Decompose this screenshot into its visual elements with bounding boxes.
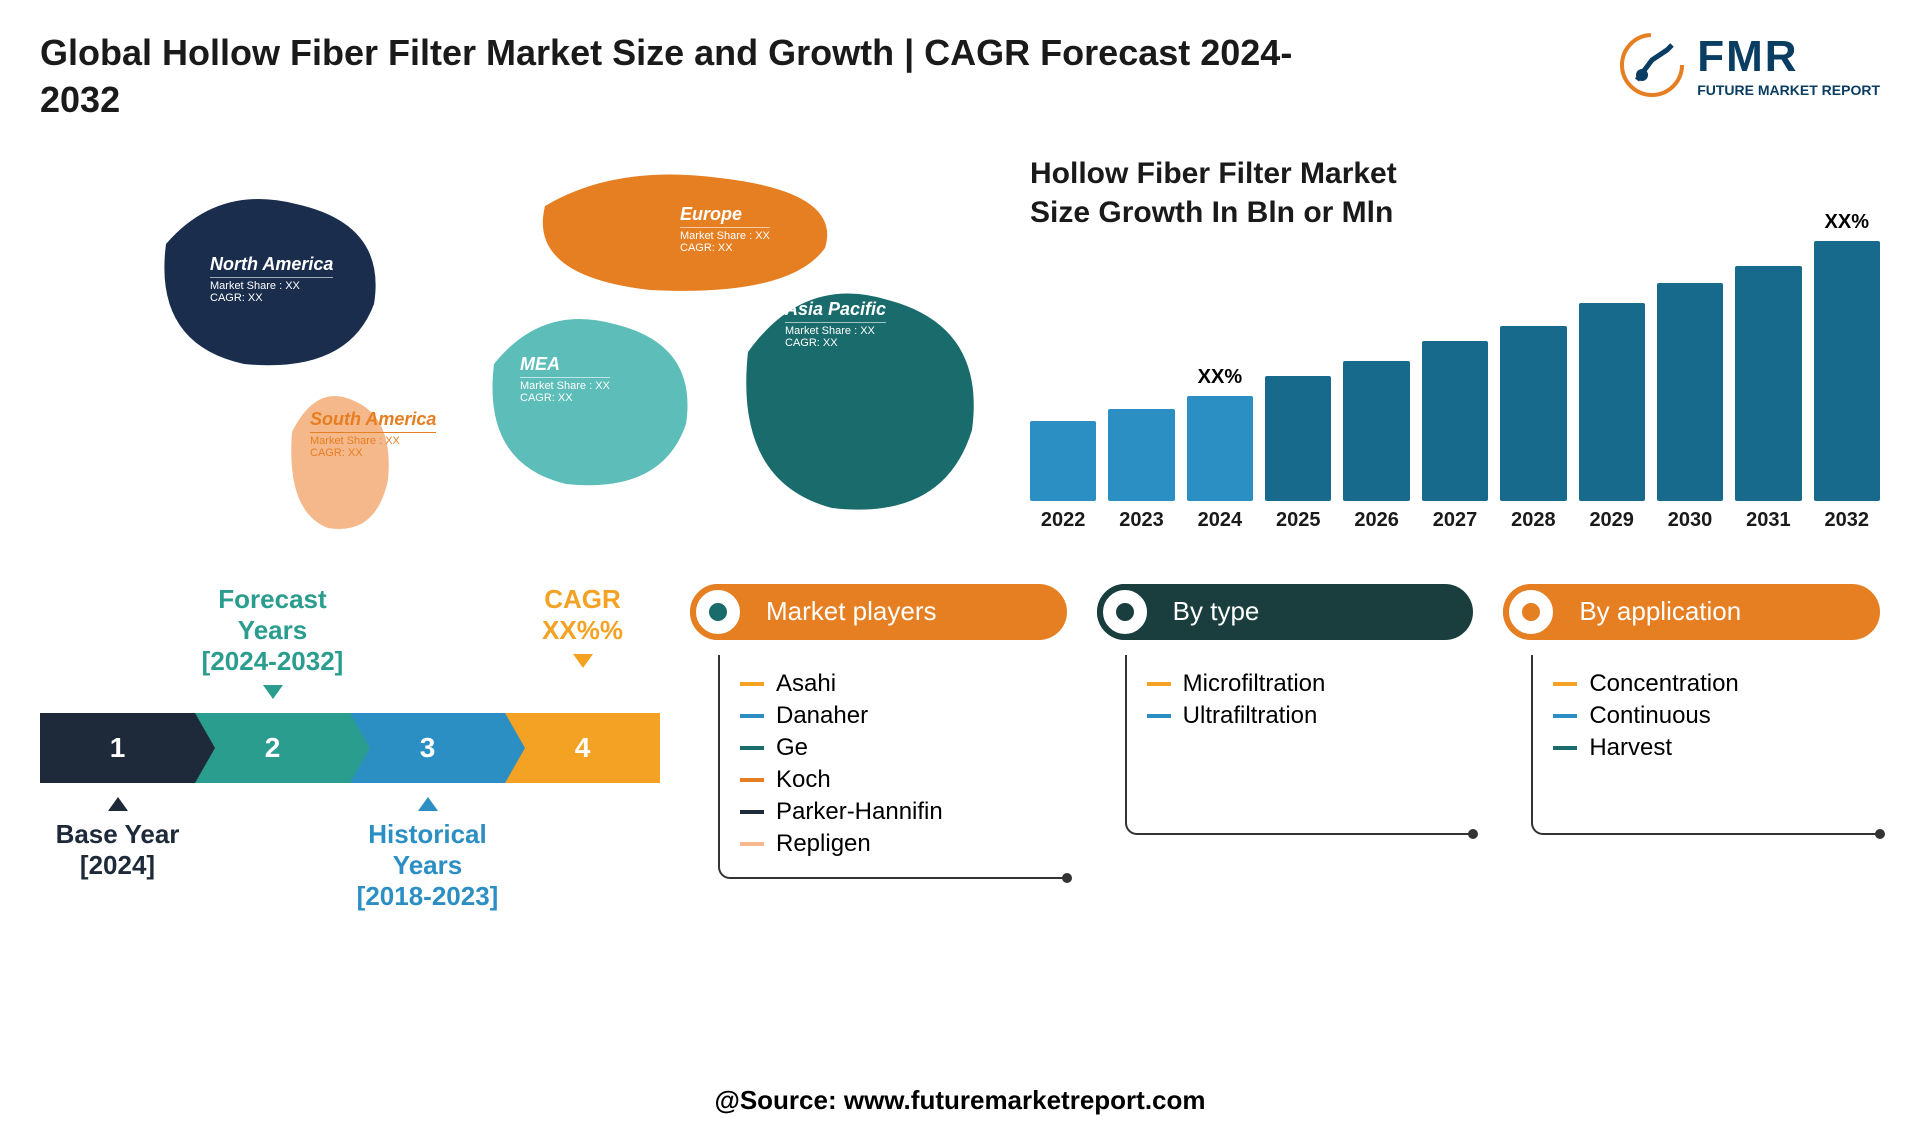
bar-group: 2026 — [1343, 361, 1409, 532]
bar-annotation: XX% — [1825, 211, 1869, 234]
bar-group: 2023 — [1108, 409, 1174, 532]
list-item: Microfiltration — [1147, 670, 1474, 698]
timeline: Forecast Years[2024-2032] CAGRXX%% 1234 B… — [40, 584, 660, 912]
tick-icon — [1147, 682, 1171, 686]
region-label: South AmericaMarket Share : XXCAGR: XX — [310, 409, 436, 459]
region-label: MEAMarket Share : XXCAGR: XX — [520, 354, 610, 404]
timeline-annotation: Forecast Years[2024-2032] — [195, 584, 350, 677]
region-label: North AmericaMarket Share : XXCAGR: XX — [210, 254, 333, 304]
logo-main: FMR — [1697, 32, 1880, 82]
region-label: EuropeMarket Share : XXCAGR: XX — [680, 204, 770, 254]
list-item: Concentration — [1553, 670, 1880, 698]
tick-icon — [740, 810, 764, 814]
bar-annotation: XX% — [1198, 366, 1242, 389]
tick-icon — [1553, 714, 1577, 718]
source-text: @Source: www.futuremarketreport.com — [714, 1085, 1205, 1116]
tick-icon — [1553, 682, 1577, 686]
tick-icon — [740, 682, 764, 686]
year-label: 2029 — [1589, 509, 1634, 532]
timeline-annotation: CAGRXX%% — [505, 584, 660, 646]
list-item: Ge — [740, 734, 1067, 762]
world-map: North AmericaMarket Share : XXCAGR: XX S… — [40, 154, 990, 534]
page-title: Global Hollow Fiber Filter Market Size a… — [40, 30, 1340, 124]
tick-icon — [1553, 746, 1577, 750]
list-item: Koch — [740, 766, 1067, 794]
logo-sub: FUTURE MARKET REPORT — [1697, 82, 1880, 98]
year-label: 2022 — [1041, 509, 1086, 532]
bar — [1657, 283, 1723, 501]
list-item: Danaher — [740, 702, 1067, 730]
tick-icon — [740, 714, 764, 718]
category-column: Market players Asahi Danaher Ge Koch Parker-… — [690, 584, 1067, 912]
year-label: 2025 — [1276, 509, 1321, 532]
list-item: Ultrafiltration — [1147, 702, 1474, 730]
bar — [1265, 376, 1331, 501]
year-label: 2023 — [1119, 509, 1164, 532]
bar-group: XX% 2032 — [1814, 241, 1880, 532]
logo-icon — [1617, 30, 1687, 100]
region-label: Asia PacificMarket Share : XXCAGR: XX — [785, 299, 886, 349]
timeline-segment: 4 — [505, 713, 660, 783]
category-column: By type Microfiltration Ultrafiltration — [1097, 584, 1474, 912]
year-label: 2032 — [1825, 509, 1870, 532]
category-header: By application — [1503, 584, 1880, 640]
bar-group: XX% 2024 — [1187, 396, 1253, 532]
bar-group: 2029 — [1579, 303, 1645, 532]
list-item: Continuous — [1553, 702, 1880, 730]
category-header: By type — [1097, 584, 1474, 640]
year-label: 2027 — [1433, 509, 1478, 532]
list-item: Parker-Hannifin — [740, 798, 1067, 826]
timeline-segment: 1 — [40, 713, 195, 783]
year-label: 2026 — [1354, 509, 1399, 532]
bar — [1343, 361, 1409, 501]
year-label: 2024 — [1198, 509, 1243, 532]
map-region — [470, 304, 710, 504]
chart-title: Hollow Fiber Filter Market Size Growth I… — [1030, 154, 1430, 232]
category-label: By type — [1173, 596, 1260, 627]
tick-icon — [1147, 714, 1171, 718]
bar — [1030, 421, 1096, 501]
year-label: 2031 — [1746, 509, 1791, 532]
bar-chart: Hollow Fiber Filter Market Size Growth I… — [1030, 154, 1880, 534]
list-item: Asahi — [740, 670, 1067, 698]
bar — [1579, 303, 1645, 501]
year-label: 2028 — [1511, 509, 1556, 532]
category-label: Market players — [766, 596, 937, 627]
category-column: By application Concentration Continuous Ha… — [1503, 584, 1880, 912]
timeline-annotation: Base Year[2024] — [40, 819, 195, 881]
bar-group: 2030 — [1657, 283, 1723, 532]
bar — [1422, 341, 1488, 501]
bar: XX% — [1187, 396, 1253, 501]
logo: FMR FUTURE MARKET REPORT — [1617, 30, 1880, 100]
bar-group: 2027 — [1422, 341, 1488, 532]
tick-icon — [740, 778, 764, 782]
tick-icon — [740, 746, 764, 750]
bar — [1735, 266, 1801, 501]
timeline-segment: 2 — [195, 713, 350, 783]
bar-group: 2022 — [1030, 421, 1096, 532]
category-label: By application — [1579, 596, 1741, 627]
bar: XX% — [1814, 241, 1880, 501]
category-header: Market players — [690, 584, 1067, 640]
bar-group: 2028 — [1500, 326, 1566, 532]
bar — [1500, 326, 1566, 501]
year-label: 2030 — [1668, 509, 1713, 532]
list-item: Repligen — [740, 830, 1067, 858]
tick-icon — [740, 842, 764, 846]
list-item: Harvest — [1553, 734, 1880, 762]
timeline-segment: 3 — [350, 713, 505, 783]
map-region — [280, 384, 400, 544]
timeline-annotation: Historical Years[2018-2023] — [350, 819, 505, 912]
bar-group: 2031 — [1735, 266, 1801, 532]
bar-group: 2025 — [1265, 376, 1331, 532]
bar — [1108, 409, 1174, 501]
